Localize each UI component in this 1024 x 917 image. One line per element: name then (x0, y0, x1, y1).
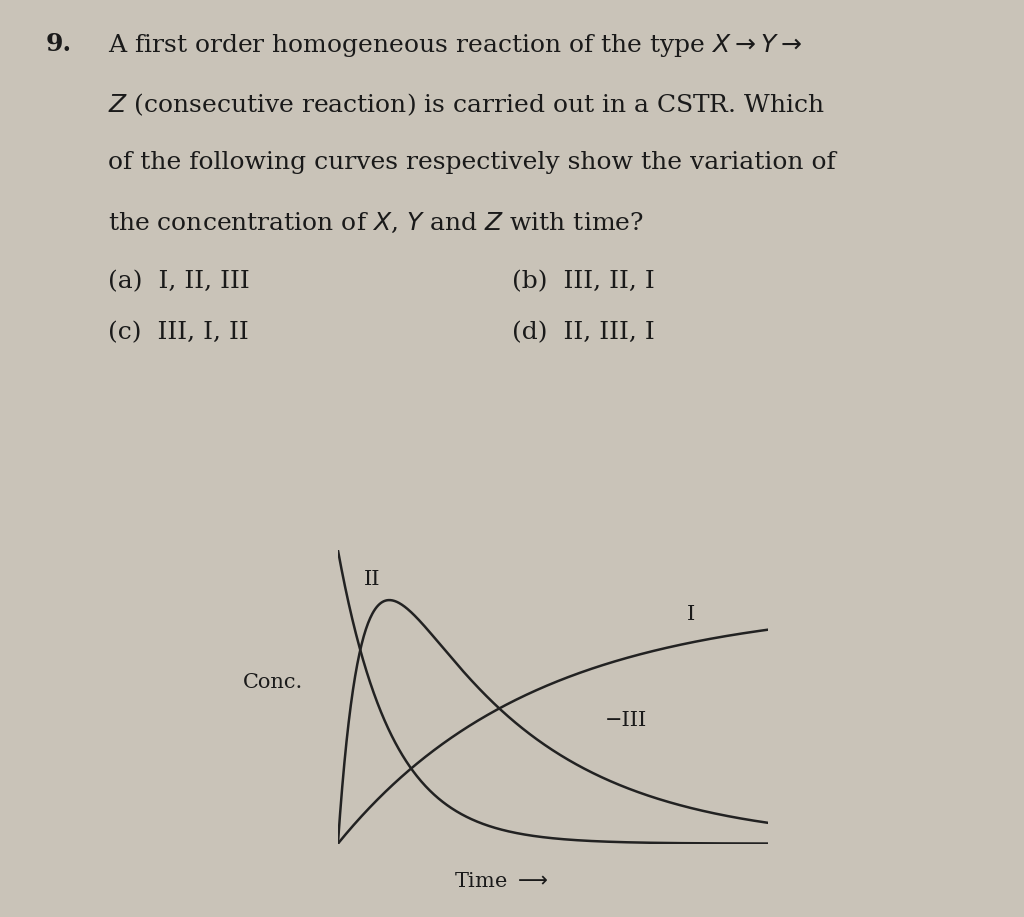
Text: of the following curves respectively show the variation of: of the following curves respectively sho… (108, 151, 836, 174)
Text: Time $\longrightarrow$: Time $\longrightarrow$ (455, 872, 549, 891)
Text: (b)  III, II, I: (b) III, II, I (512, 271, 654, 293)
Text: $Z$ (consecutive reaction) is carried out in a CSTR. Which: $Z$ (consecutive reaction) is carried ou… (108, 92, 824, 118)
Text: −III: −III (604, 711, 647, 730)
Text: I: I (686, 605, 694, 624)
Text: II: II (365, 570, 381, 589)
Text: (d)  II, III, I: (d) II, III, I (512, 321, 654, 344)
Text: the concentration of $X$, $Y$ and $Z$ with time?: the concentration of $X$, $Y$ and $Z$ wi… (108, 211, 643, 235)
Text: 9.: 9. (46, 32, 73, 56)
Text: Conc.: Conc. (244, 673, 303, 691)
Text: A first order homogeneous reaction of the type $X \rightarrow Y \rightarrow$: A first order homogeneous reaction of th… (108, 32, 802, 59)
Text: (a)  I, II, III: (a) I, II, III (108, 271, 249, 293)
Text: (c)  III, I, II: (c) III, I, II (108, 321, 248, 344)
